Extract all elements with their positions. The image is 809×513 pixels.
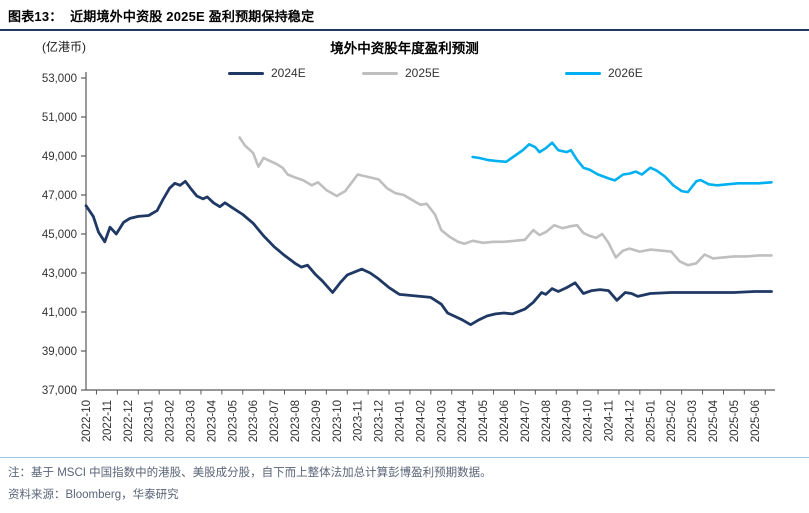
x-tick-label: 2025-03	[687, 400, 699, 442]
x-tick-label: 2023-10	[332, 400, 344, 442]
series-line-2026e	[471, 141, 773, 194]
x-tick-label: 2024-07	[520, 400, 532, 442]
x-tick-label: 2022-12	[123, 400, 135, 442]
y-tick-label: 41,000	[42, 307, 77, 319]
legend-item-2026e: 2026E	[565, 66, 643, 80]
x-tick-label: 2024-08	[541, 400, 553, 442]
legend-item-2025e: 2025E	[362, 66, 440, 80]
x-tick-label: 2024-10	[583, 400, 595, 442]
legend-label-2025e: 2025E	[405, 66, 440, 80]
x-tick-label: 2023-08	[290, 400, 302, 442]
x-tick-label: 2025-01	[645, 400, 657, 442]
legend-line-2024e	[228, 71, 264, 75]
y-tick-label: 45,000	[42, 229, 77, 241]
footnote-note: 注：基于 MSCI 中国指数中的港股、美股成分股，自下而上整体法加总计算彭博盈利…	[8, 467, 492, 479]
chart-title: 境外中资股年度盈利预测	[330, 41, 479, 56]
y-tick-label: 39,000	[42, 346, 77, 358]
legend-label-2024e: 2024E	[271, 66, 306, 80]
x-tick-label: 2024-03	[436, 400, 448, 442]
footer-divider	[0, 457, 809, 458]
x-tick-label: 2024-11	[604, 400, 616, 441]
x-tick-label: 2024-04	[457, 399, 469, 442]
x-tick-label: 2024-01	[395, 400, 407, 442]
x-tick-label: 2024-02	[415, 400, 427, 442]
legend-line-2026e	[565, 71, 601, 75]
legend-item-2024e: 2024E	[228, 66, 306, 80]
x-tick-label: 2023-12	[374, 400, 386, 442]
line-chart-plot: 53,000 51,000 49,000 47,000 45,000 43,000 41,0…	[42, 72, 775, 442]
x-tick-label: 2024-06	[499, 400, 511, 442]
y-tick-label: 51,000	[42, 112, 77, 124]
x-tick-label: 2025-04	[708, 399, 720, 442]
legend-line-2025e	[362, 71, 398, 75]
x-tick-label: 2025-02	[666, 400, 678, 442]
x-tick-label: 2022-11	[102, 400, 114, 441]
footnote-source: 资料来源：Bloomberg，华泰研究	[8, 489, 179, 501]
x-tick-label: 2023-03	[186, 400, 198, 442]
y-tick-label: 47,000	[42, 190, 77, 202]
y-tick-label: 43,000	[42, 268, 77, 280]
x-tick-label: 2025-06	[750, 400, 762, 442]
y-tick-label: 49,000	[42, 151, 77, 163]
x-tick-label: 2022-10	[81, 400, 93, 442]
figure-title-divider	[0, 29, 809, 31]
x-tick-label: 2024-09	[562, 400, 574, 442]
x-tick-label: 2023-11	[353, 400, 365, 441]
x-tick-label: 2023-09	[311, 400, 323, 442]
x-tick-label: 2023-02	[165, 400, 177, 442]
x-tick-label: 2023-05	[227, 400, 239, 442]
y-tick-label: 53,000	[42, 73, 77, 85]
x-tick-label: 2023-06	[248, 400, 260, 442]
x-tick-label: 2024-12	[624, 400, 636, 442]
x-tick-label: 2023-04	[206, 399, 218, 442]
x-tick-label: 2023-01	[144, 400, 156, 442]
figure-title: 图表13： 近期境外中资股 2025E 盈利预期保持稳定	[8, 9, 315, 24]
x-tick-label: 2025-05	[729, 400, 741, 442]
series-line-2024e	[84, 179, 773, 327]
x-tick-label: 2024-05	[478, 400, 490, 442]
legend-label-2026e: 2026E	[608, 66, 643, 80]
x-tick-label: 2023-07	[269, 400, 281, 442]
series-line-2025e	[238, 136, 773, 267]
y-axis-unit-label: (亿港币)	[42, 40, 86, 54]
y-tick-label: 37,000	[42, 385, 77, 397]
